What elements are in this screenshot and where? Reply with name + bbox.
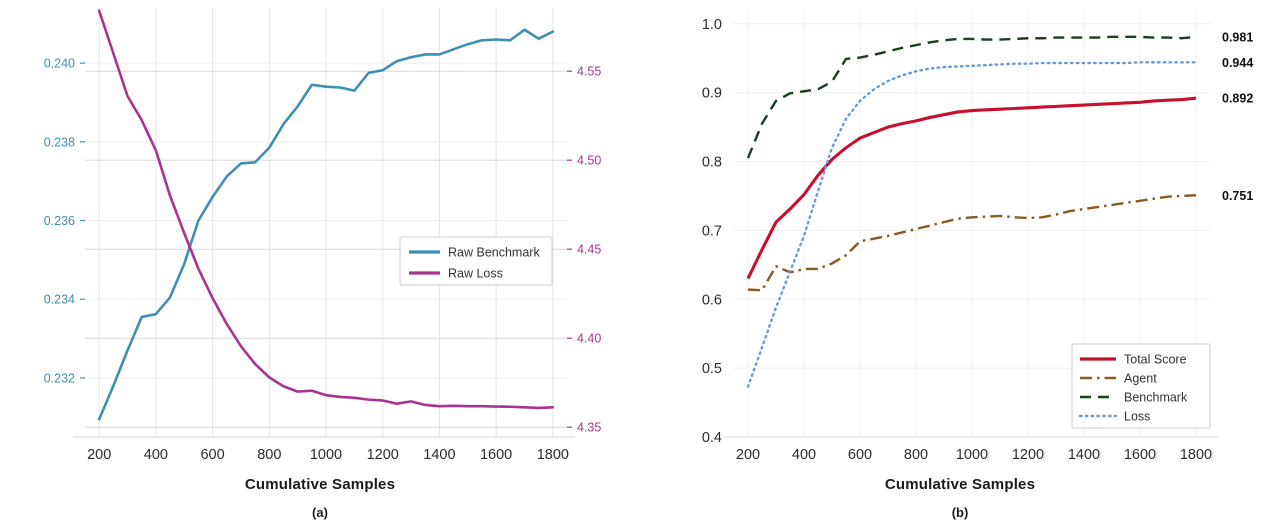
axis-label-x: 1200: [367, 447, 399, 463]
panel-b-xaxis-title: Cumulative Samples: [884, 476, 1036, 493]
axis-label-y: 0.5: [702, 361, 722, 377]
axis-label-x: 1000: [310, 447, 342, 463]
legend-label: Agent: [1124, 372, 1157, 386]
chart-panel-b: 0.4 0.5 0.6 0.7 0.8 0.9 1.0 200 400 600 800 1000 120…: [640, 0, 1280, 529]
axis-label-y: 0.7: [702, 223, 722, 239]
axis-label-left: 0.232: [44, 371, 75, 385]
axis-label-x: 800: [904, 447, 928, 463]
panel-b-legend: Total Score Agent Benchmark Loss: [1071, 343, 1211, 429]
axis-label-left: 0.238: [44, 135, 75, 149]
axis-label-left: 0.240: [44, 57, 75, 71]
axis-label-x: 400: [792, 447, 816, 463]
end-value-label-loss: 0.944: [1222, 56, 1253, 70]
axis-label-left: 0.234: [44, 293, 75, 307]
axis-label-y: 0.9: [702, 86, 722, 102]
axis-label-x: 1800: [537, 447, 569, 463]
legend-label: Raw Loss: [448, 267, 503, 281]
axis-label-x: 400: [144, 447, 168, 463]
axis-label-x: 200: [736, 447, 760, 463]
series-line-benchmark: [746, 35, 1197, 159]
axis-label-x: 1000: [956, 447, 988, 463]
axis-label-x: 200: [87, 447, 111, 463]
series-line-raw-benchmark: [97, 28, 555, 421]
panel-b-label: (b): [951, 505, 969, 520]
panel-a-label: (a): [312, 505, 328, 520]
axis-label-right: 4.55: [577, 65, 601, 79]
panel-b-yaxis: 0.4 0.5 0.6 0.7 0.8 0.9 1.0: [702, 17, 722, 446]
axis-label-right: 4.45: [577, 243, 601, 257]
panel-a-gridlines: [85, 8, 567, 437]
legend-label: Loss: [1124, 410, 1150, 424]
axis-label-x: 1200: [1012, 447, 1044, 463]
panel-a-xaxis-ticks: 200 400 600 800 1000 1200 1400 1600 1800: [87, 447, 569, 463]
panel-a-left-axis: 0.232 0.234 0.236 0.238 0.240: [44, 57, 85, 385]
axis-label-x: 600: [200, 447, 224, 463]
axis-label-x: 1600: [1124, 447, 1156, 463]
panel-a-legend: Raw Benchmark Raw Loss: [399, 236, 553, 286]
axis-label-x: 1400: [1068, 447, 1100, 463]
axis-label-x: 1600: [480, 447, 512, 463]
panel-a-xaxis-title: Cumulative Samples: [244, 476, 396, 493]
axis-label-y: 0.4: [702, 430, 722, 446]
legend-label: Benchmark: [1124, 391, 1188, 405]
series-line-loss: [746, 61, 1198, 388]
end-value-label-benchmark: 0.981: [1222, 30, 1253, 44]
axis-label-x: 1800: [1180, 447, 1212, 463]
axis-label-x: 800: [257, 447, 281, 463]
axis-label-y: 0.8: [702, 155, 722, 171]
legend-label: Total Score: [1124, 353, 1187, 367]
panel-a-plot: 0.232 0.234 0.236 0.238 0.240 4.35 4.40 4.45 4.5…: [44, 8, 601, 463]
chart-panel-a: 0.232 0.234 0.236 0.238 0.240 4.35 4.40 4.45 4.5…: [44, 8, 601, 520]
axis-label-right: 4.40: [577, 332, 601, 346]
series-line-agent: [747, 194, 1197, 292]
axis-label-x: 1400: [423, 447, 455, 463]
end-value-label-agent: 0.751: [1222, 189, 1253, 203]
legend-label: Raw Benchmark: [448, 246, 540, 260]
panel-b-xaxis-ticks: 200 400 600 800 1000 1200 1400 1600 1800: [736, 447, 1212, 463]
series-line-total-score: [746, 96, 1197, 280]
end-value-label-total-score: 0.892: [1222, 92, 1253, 106]
panel-b-plot: 0.4 0.5 0.6 0.7 0.8 0.9 1.0 200 400 600 800 1000 120…: [702, 10, 1253, 463]
panel-a-right-axis: 4.35 4.40 4.45 4.50 4.55: [567, 65, 601, 435]
legend-box: [1071, 343, 1211, 429]
axis-label-y: 1.0: [702, 17, 722, 33]
axis-label-right: 4.50: [577, 154, 601, 168]
axis-label-x: 600: [848, 447, 872, 463]
axis-label-y: 0.6: [702, 292, 722, 308]
axis-label-right: 4.35: [577, 421, 601, 435]
series-line-raw-loss: [97, 9, 555, 410]
axis-label-left: 0.236: [44, 214, 75, 228]
